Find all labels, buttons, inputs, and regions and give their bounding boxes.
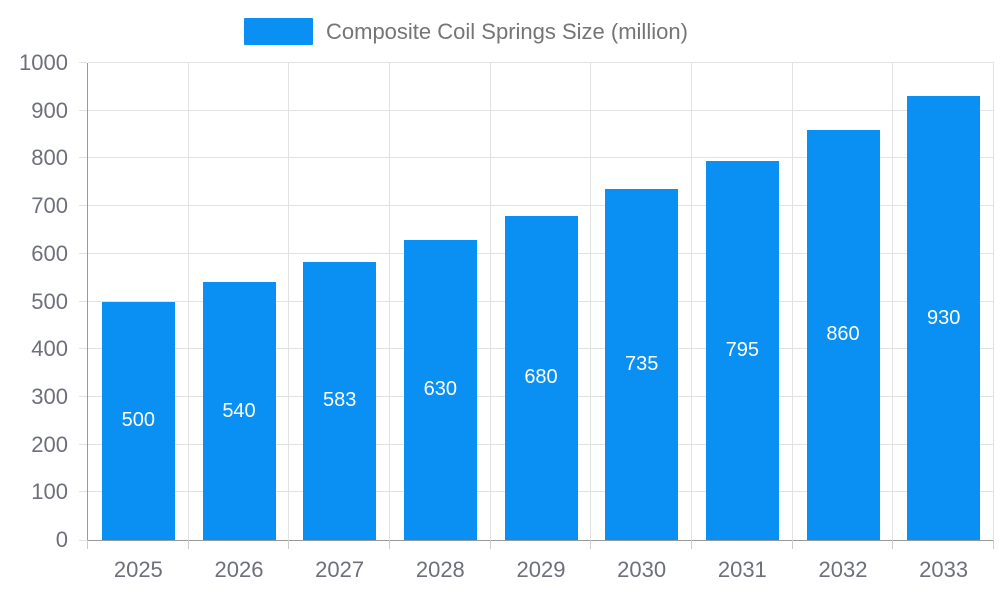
- bar[interactable]: 795: [705, 160, 779, 540]
- y-axis-label: 600: [31, 240, 68, 266]
- x-axis-label: 2028: [415, 557, 465, 582]
- y-axis-tick: [79, 62, 87, 63]
- x-axis-tick: [792, 540, 793, 549]
- x-gridline: [792, 63, 793, 540]
- bar-value-label: 860: [826, 323, 860, 346]
- x-axis-label: 2033: [919, 557, 969, 582]
- y-axis-label: 400: [31, 336, 68, 362]
- x-gridline: [590, 63, 591, 540]
- x-gridline: [993, 63, 994, 540]
- bar-value-label: 735: [624, 353, 659, 376]
- bar[interactable]: 540: [202, 282, 276, 540]
- y-axis-tick: [79, 348, 87, 350]
- bar[interactable]: 630: [403, 239, 477, 540]
- y-axis-tick: [79, 395, 87, 397]
- y-axis-label: 1000: [19, 50, 68, 75]
- legend-label: Composite Coil Springs Size (million): [326, 19, 688, 44]
- x-axis-tick: [87, 540, 88, 549]
- y-axis-label: 500: [31, 288, 68, 314]
- bar-value-label: 630: [423, 378, 458, 401]
- x-axis-tick: [590, 540, 591, 549]
- bar-value-label: 540: [222, 399, 256, 422]
- y-axis-label: 700: [31, 193, 68, 219]
- bar[interactable]: 860: [806, 129, 880, 540]
- y-axis-tick: [79, 491, 87, 493]
- bar[interactable]: 583: [303, 261, 377, 540]
- bar-value-label: 500: [121, 409, 156, 432]
- x-axis-label: 2025: [113, 557, 163, 582]
- y-axis-tick: [79, 252, 87, 254]
- x-axis-tick: [993, 540, 994, 549]
- bar-value-label: 795: [725, 338, 760, 361]
- y-axis-tick: [79, 109, 87, 111]
- x-axis-tick: [389, 540, 390, 549]
- y-axis-label: 200: [31, 431, 68, 457]
- bar[interactable]: 680: [504, 215, 578, 540]
- y-axis-tick: [79, 205, 87, 207]
- y-axis-tick: [79, 540, 87, 541]
- bar[interactable]: 735: [605, 189, 679, 540]
- y-axis-tick: [79, 443, 87, 445]
- y-gridline: [88, 62, 994, 63]
- x-gridline: [490, 63, 491, 540]
- y-axis-label: 900: [31, 97, 68, 123]
- bar[interactable]: 500: [101, 301, 175, 540]
- x-gridline: [288, 63, 289, 540]
- x-axis-label: 2026: [214, 557, 264, 582]
- x-axis-tick: [188, 540, 189, 549]
- bar[interactable]: 930: [907, 96, 981, 540]
- x-axis-label: 2031: [717, 557, 767, 582]
- x-axis-label: 2032: [818, 557, 868, 582]
- x-gridline: [691, 63, 692, 540]
- x-axis-tick: [892, 540, 893, 549]
- x-axis-label: 2029: [516, 557, 566, 582]
- y-axis-label: 800: [31, 145, 68, 171]
- x-axis-label: 2030: [617, 557, 667, 582]
- x-gridline: [389, 63, 390, 540]
- bar-value-label: 930: [926, 306, 961, 329]
- y-axis-label: 300: [31, 383, 68, 409]
- x-axis-tick: [288, 540, 289, 549]
- y-axis-label: 0: [55, 527, 68, 552]
- x-axis-label: 2027: [315, 557, 365, 582]
- y-gridline: [88, 205, 994, 207]
- plot-area: 0 100 200 300 400 500 600 700 800 900 1000 500 2025 5…: [19, 52, 994, 582]
- legend[interactable]: Composite Coil Springs Size (million): [244, 18, 688, 45]
- x-gridline: [188, 63, 189, 540]
- bar-value-label: 680: [524, 366, 558, 389]
- y-axis-tick: [79, 300, 87, 302]
- legend-swatch-icon: [244, 18, 313, 45]
- y-gridline: [88, 109, 994, 111]
- x-axis-tick: [490, 540, 491, 549]
- x-gridline: [892, 63, 893, 540]
- y-gridline: [88, 157, 994, 159]
- y-axis-tick: [79, 157, 87, 159]
- x-axis-tick: [691, 540, 692, 549]
- y-axis-label: 100: [31, 479, 68, 505]
- bar-value-label: 583: [322, 389, 357, 412]
